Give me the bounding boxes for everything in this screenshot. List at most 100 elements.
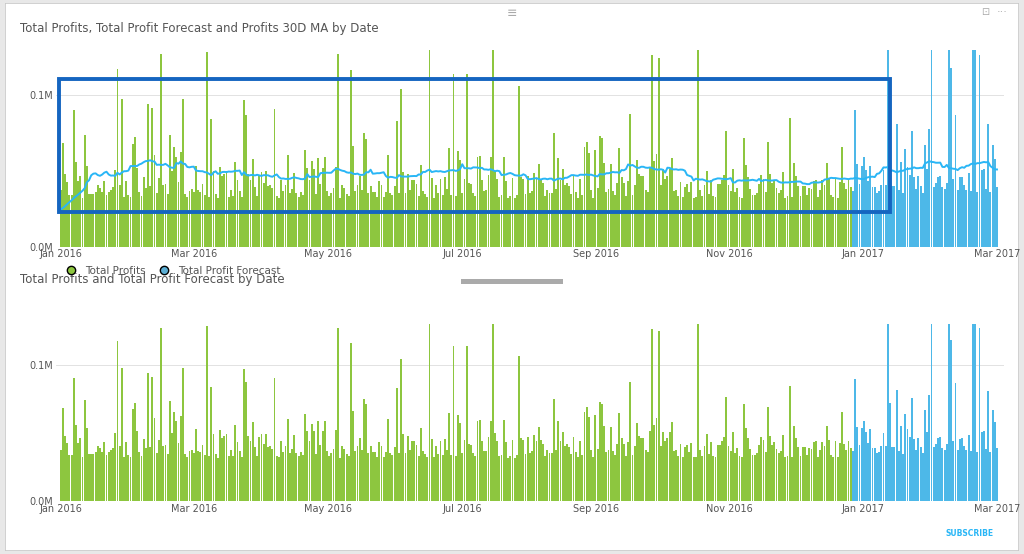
Bar [570, 194, 572, 247]
Bar [167, 194, 169, 247]
Bar [313, 168, 314, 247]
Bar [574, 192, 577, 247]
Bar [193, 453, 195, 501]
Bar [289, 453, 291, 501]
Bar [911, 398, 912, 501]
Bar [894, 186, 895, 247]
Bar [761, 437, 762, 501]
Bar [198, 190, 199, 247]
Bar [628, 181, 629, 247]
Bar [570, 454, 572, 501]
Bar [285, 185, 287, 247]
Bar [505, 443, 507, 501]
Bar [972, 50, 974, 247]
Bar [341, 446, 343, 501]
Bar [97, 184, 98, 247]
Bar [219, 430, 221, 501]
Bar [468, 444, 470, 501]
Bar [752, 455, 754, 501]
Bar [165, 184, 166, 247]
Bar [715, 197, 717, 247]
Bar [590, 450, 592, 501]
Bar [568, 447, 570, 501]
Bar [333, 188, 335, 247]
Bar [302, 455, 304, 501]
Bar [763, 178, 764, 247]
Bar [250, 179, 252, 247]
Bar [970, 452, 972, 501]
Bar [595, 150, 596, 247]
Bar [782, 172, 784, 247]
Bar [678, 456, 679, 501]
Bar [636, 423, 638, 501]
Bar [125, 443, 127, 501]
Bar [564, 447, 566, 501]
Bar [356, 185, 358, 247]
Bar [819, 450, 821, 501]
Bar [642, 438, 644, 501]
Text: SUBSCRIBE: SUBSCRIBE [945, 529, 993, 537]
Bar [896, 391, 897, 501]
Bar [230, 190, 231, 247]
Bar [237, 442, 239, 501]
Bar [994, 159, 995, 247]
Bar [61, 143, 63, 247]
Bar [73, 110, 75, 247]
Bar [788, 118, 791, 247]
Bar [234, 425, 237, 501]
Bar [745, 428, 746, 501]
Bar [368, 193, 370, 247]
Bar [160, 328, 162, 501]
Bar [455, 456, 457, 501]
Bar [451, 455, 453, 501]
Bar [778, 453, 779, 501]
Bar [459, 423, 461, 501]
Bar [82, 458, 83, 501]
Bar [811, 189, 812, 247]
Bar [352, 411, 354, 501]
Bar [987, 124, 989, 247]
Bar [974, 50, 976, 247]
Bar [127, 194, 129, 247]
Bar [152, 377, 154, 501]
Bar [171, 171, 173, 247]
Bar [625, 196, 627, 247]
Bar [204, 196, 206, 247]
Bar [487, 437, 489, 501]
Bar [887, 324, 889, 501]
Bar [601, 138, 603, 247]
Bar [906, 429, 908, 501]
Bar [304, 150, 306, 247]
Bar [956, 190, 958, 247]
Bar [659, 447, 662, 501]
Bar [103, 442, 105, 501]
Bar [876, 453, 878, 501]
Bar [497, 179, 498, 247]
Bar [398, 193, 400, 247]
Bar [73, 378, 75, 501]
Bar [825, 426, 827, 501]
Bar [682, 457, 684, 501]
Bar [908, 437, 910, 501]
Bar [313, 431, 314, 501]
Bar [341, 185, 343, 247]
Bar [856, 164, 858, 247]
Bar [348, 196, 350, 247]
Bar [468, 183, 470, 247]
Bar [163, 446, 164, 501]
Bar [732, 170, 734, 247]
Bar [431, 439, 432, 501]
Bar [437, 454, 439, 501]
Bar [879, 191, 880, 247]
Bar [708, 194, 710, 247]
Bar [522, 179, 524, 247]
Bar [158, 440, 160, 501]
Bar [835, 179, 837, 247]
Bar [101, 452, 103, 501]
Bar [782, 434, 784, 501]
Bar [621, 438, 623, 501]
Bar [215, 194, 216, 247]
Bar [225, 171, 227, 247]
Bar [815, 180, 817, 247]
Bar [647, 192, 648, 247]
